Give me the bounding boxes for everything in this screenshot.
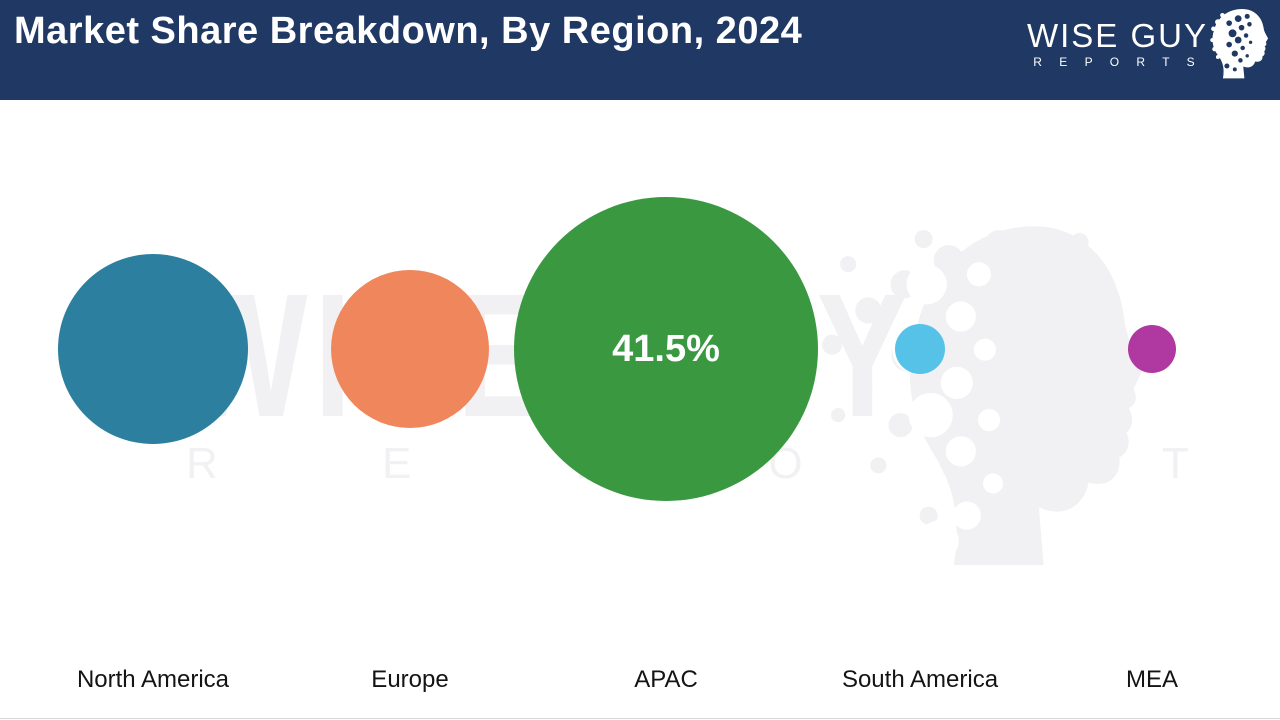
bubble-value-label: 41.5% <box>612 327 720 370</box>
wiseguy-logo: WISE GUY R E P O R T S <box>1027 6 1272 82</box>
bubble-mea <box>1128 325 1176 373</box>
category-label-europe: Europe <box>371 666 449 693</box>
logo-wordmark: WISE GUY <box>1026 17 1208 55</box>
chart-area: WISE GUY R E P O R T S <box>0 100 1280 720</box>
category-labels: North America Europe APAC South America MEA <box>0 666 1280 700</box>
category-label-mea: MEA <box>1125 666 1179 693</box>
watermark-face-icon <box>822 226 1143 566</box>
bubble-south-america <box>895 324 945 374</box>
logo-face-icon <box>1210 9 1269 79</box>
bubble-north-america <box>58 254 248 444</box>
category-label-south-america: South America <box>841 666 999 693</box>
header-bar: Market Share Breakdown, By Region, 2024 … <box>0 0 1280 100</box>
logo-text: WISE GUY R E P O R T S <box>1027 19 1208 69</box>
category-label-apac: APAC <box>634 666 698 693</box>
bubble-europe <box>331 270 489 428</box>
logo-reports-text: R E P O R T S <box>1033 54 1202 69</box>
bubble-apac: 41.5% <box>514 197 818 501</box>
page-title: Market Share Breakdown, By Region, 2024 <box>14 10 803 52</box>
category-label-north-america: North America <box>76 666 230 693</box>
